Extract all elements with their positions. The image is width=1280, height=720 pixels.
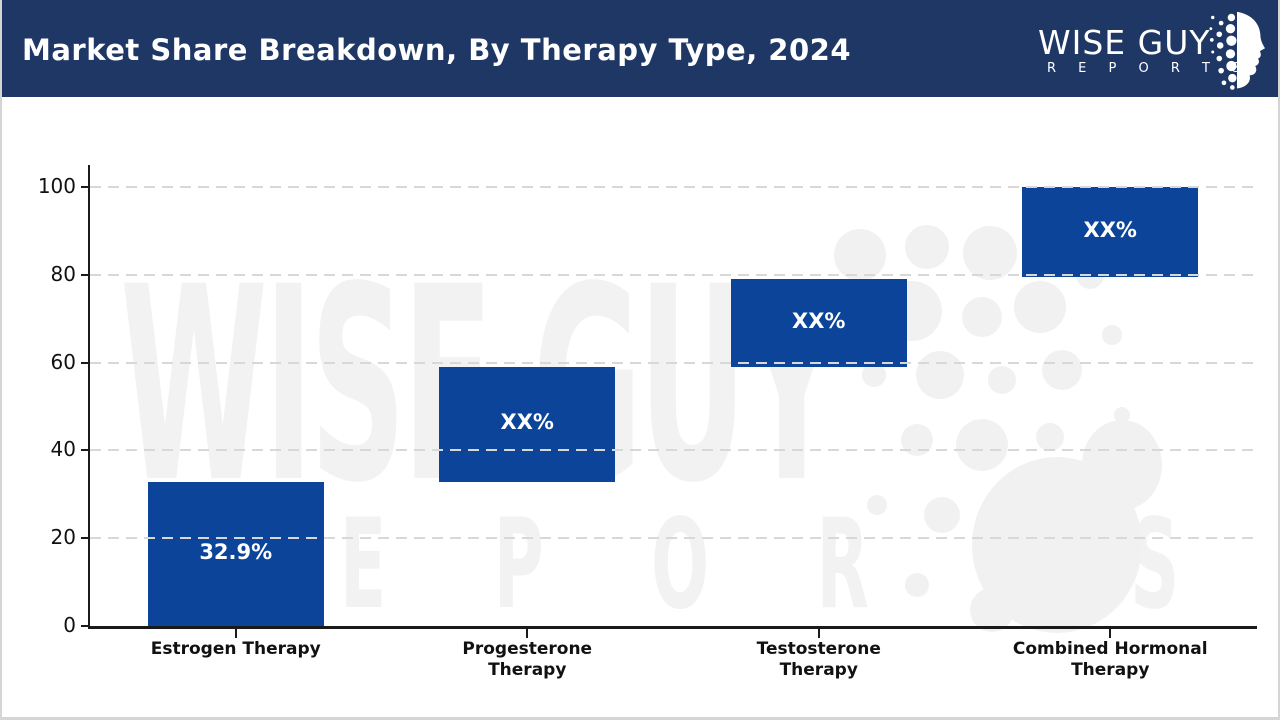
gridline-y40 xyxy=(90,449,1256,452)
brand-logo-text: WISE GUY R E P O R T S xyxy=(1038,23,1250,77)
x-category-label-line: Testosterone xyxy=(756,639,881,659)
x-category-label-line: Therapy xyxy=(779,660,858,680)
y-tick-mark xyxy=(81,537,90,540)
bar-value-label: 32.9% xyxy=(199,539,273,564)
gridline-y80 xyxy=(90,273,1256,276)
bar-value-label: XX% xyxy=(500,410,554,435)
chart-plot-area: 0 20 40 60 80 100 32.9% XX% XX% XX% Estrogen Thera… xyxy=(2,97,1278,717)
y-tick-label: 80 xyxy=(50,261,76,286)
x-category-label-line: Progesterone xyxy=(462,639,593,659)
y-tick-label: 40 xyxy=(50,437,76,462)
header-bar: Market Share Breakdown, By Therapy Type,… xyxy=(2,0,1278,97)
y-tick-label: 100 xyxy=(37,174,76,198)
y-tick-mark xyxy=(81,361,90,364)
x-tick-mark xyxy=(234,629,237,638)
x-tick-mark xyxy=(817,629,820,638)
y-tick-label: 20 xyxy=(50,525,76,550)
x-category-label-line: Therapy xyxy=(1071,660,1150,680)
y-tick-mark xyxy=(81,186,90,188)
bar-3 xyxy=(730,279,907,367)
x-category-label-line: Combined Hormonal xyxy=(1012,639,1208,659)
brand-name: WISE GUY xyxy=(1038,23,1211,62)
brand-logo: WISE GUY R E P O R T S xyxy=(1038,8,1268,92)
x-tick-mark xyxy=(1109,629,1112,638)
x-category-label-line: Therapy xyxy=(488,660,567,680)
bar-1 xyxy=(147,481,324,626)
x-category-label: Combined Hormonal Therapy xyxy=(980,639,1240,681)
x-axis-line xyxy=(88,626,1257,629)
brand-head-icon xyxy=(1209,11,1265,90)
gridline-y20 xyxy=(90,537,1256,540)
chart-title: Market Share Breakdown, By Therapy Type,… xyxy=(22,33,852,67)
x-category-label: Testosterone Therapy xyxy=(689,639,949,681)
gridline-y60 xyxy=(90,361,1256,364)
bar-value-label: XX% xyxy=(1083,217,1137,242)
gridline-y100 xyxy=(90,186,1256,188)
y-tick-mark xyxy=(81,625,90,627)
x-category-label: Progesterone Therapy xyxy=(397,639,657,681)
bar-2 xyxy=(439,366,616,482)
y-tick-mark xyxy=(81,449,90,452)
y-tick-label: 60 xyxy=(50,349,76,374)
x-category-label-line: Estrogen Therapy xyxy=(150,639,321,659)
x-category-label: Estrogen Therapy xyxy=(106,639,366,660)
y-tick-mark xyxy=(81,273,90,276)
bar-value-label: XX% xyxy=(792,309,846,334)
y-tick-label: 0 xyxy=(63,613,76,637)
x-tick-mark xyxy=(526,629,529,638)
y-axis-line xyxy=(88,165,90,629)
brand-subname: R E P O R T S xyxy=(1047,61,1250,76)
